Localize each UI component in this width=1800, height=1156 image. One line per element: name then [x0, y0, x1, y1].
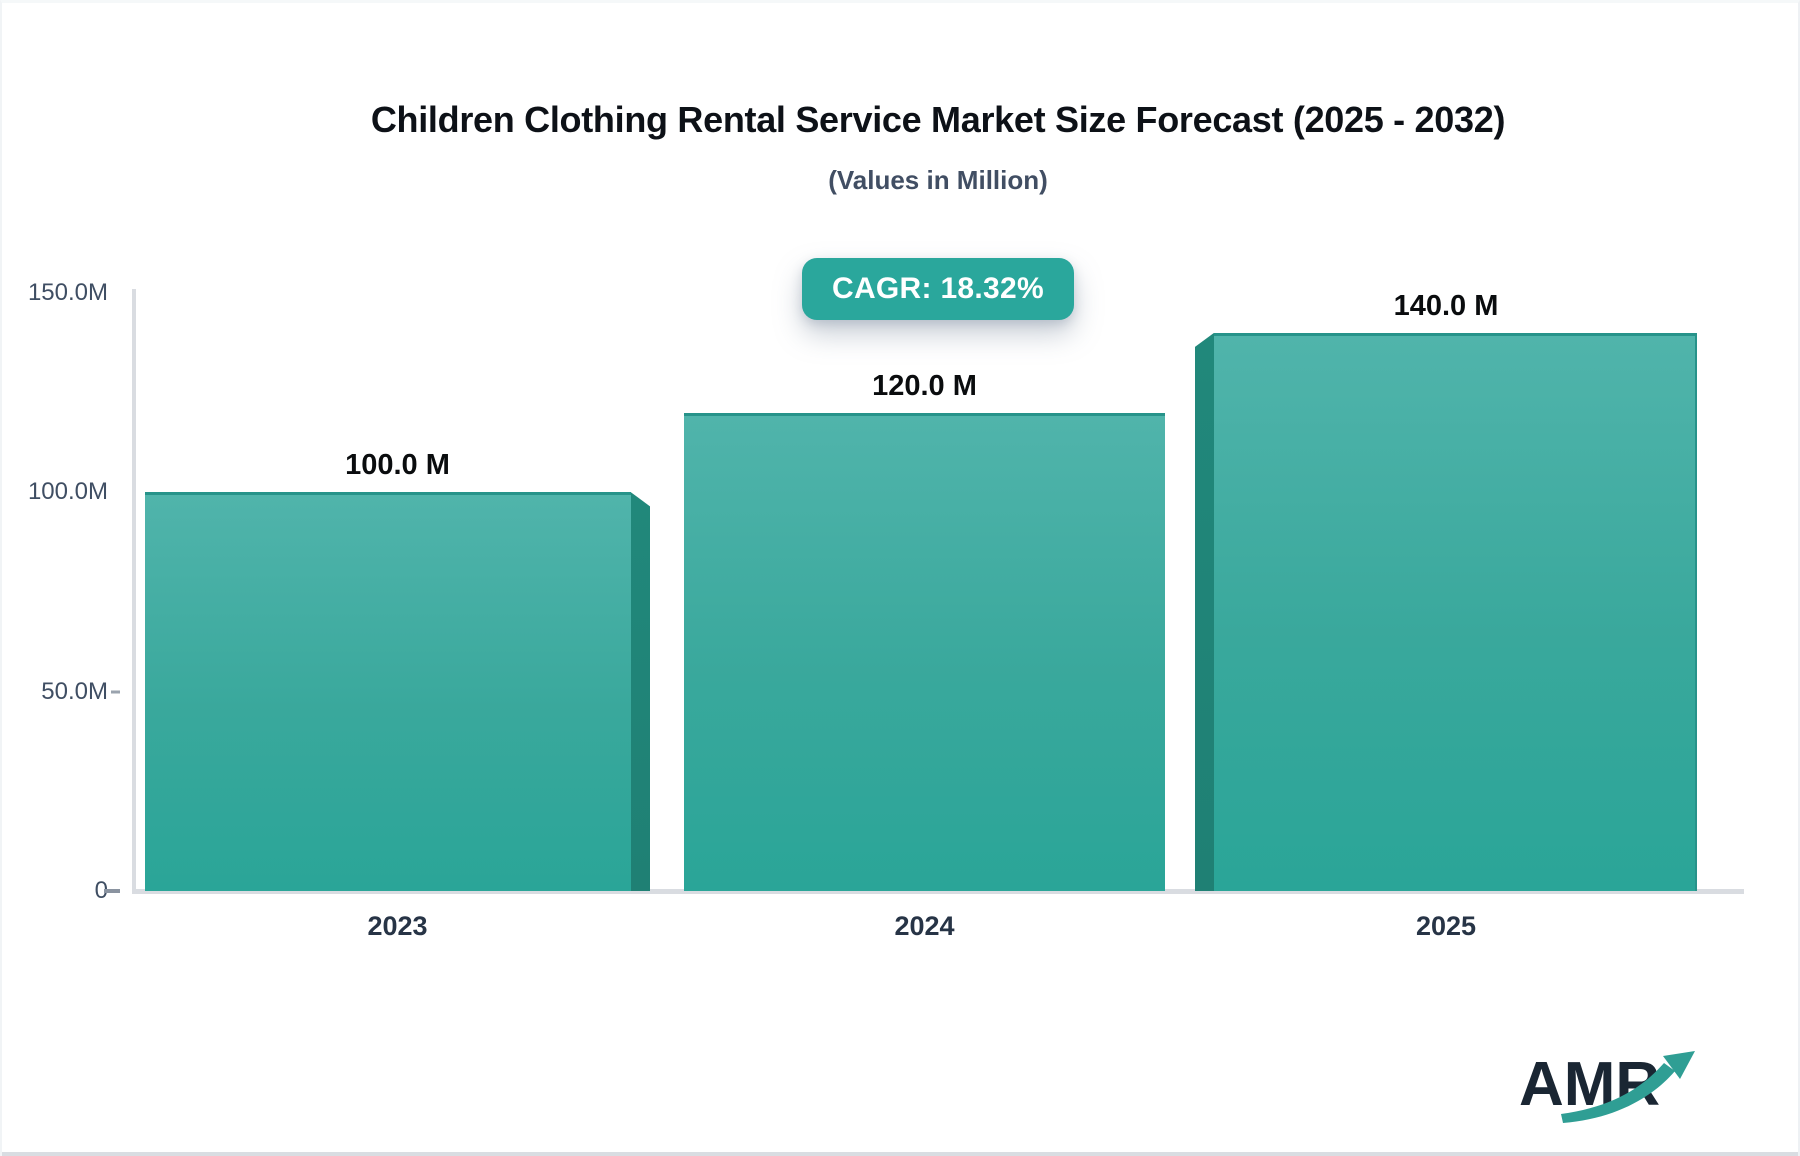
bar-front-face [1214, 332, 1697, 891]
y-tick-label-100: 100.0M [27, 478, 108, 506]
y-tick-label-150: 150.0M [27, 279, 108, 306]
y-tick-label-50: 50.0M [41, 677, 108, 705]
bar-front-face [145, 492, 631, 891]
x-category-label: 2023 [367, 911, 428, 941]
bar-side-face [1195, 332, 1214, 891]
bar-value-label: 100.0 M [345, 449, 450, 482]
amr-logo-arrow-swoosh [1561, 1063, 1675, 1123]
bar-front-face [684, 412, 1165, 891]
x-category-label: 2024 [894, 911, 955, 941]
chart-subtitle: (Values in Million) [828, 165, 1048, 195]
amr-logo-text: AMR [1519, 1050, 1660, 1119]
bar-2025: 140.0 M 2025 [1195, 290, 1697, 941]
y-tick-label-0: 0 [94, 877, 108, 904]
chart-title: Children Clothing Rental Service Market … [370, 99, 1506, 140]
plot-area: 150.0M 100.0M 50.0M 0 100.0 M 2023 120.0… [28, 279, 1744, 941]
x-category-label: 2025 [1415, 911, 1477, 941]
bar-value-label: 140.0 M [1393, 289, 1499, 322]
amr-logo-arrow-head [1663, 1051, 1695, 1079]
bar-value-label: 120.0 M [872, 369, 977, 402]
bar-2024: 120.0 M 2024 [684, 370, 1165, 941]
y-tick-mark-0 [104, 889, 120, 893]
y-tick-mark-50 [111, 690, 120, 694]
amr-logo: AMR [1519, 1050, 1695, 1123]
x-axis-line [132, 889, 1744, 894]
y-axis-line [132, 289, 136, 891]
bar-side-face [631, 492, 650, 891]
bar-2023: 100.0 M 2023 [145, 449, 650, 941]
cagr-badge: CAGR: 18.32% [801, 258, 1074, 320]
cagr-badge-row: CAGR: 18.32% [132, 258, 1744, 320]
